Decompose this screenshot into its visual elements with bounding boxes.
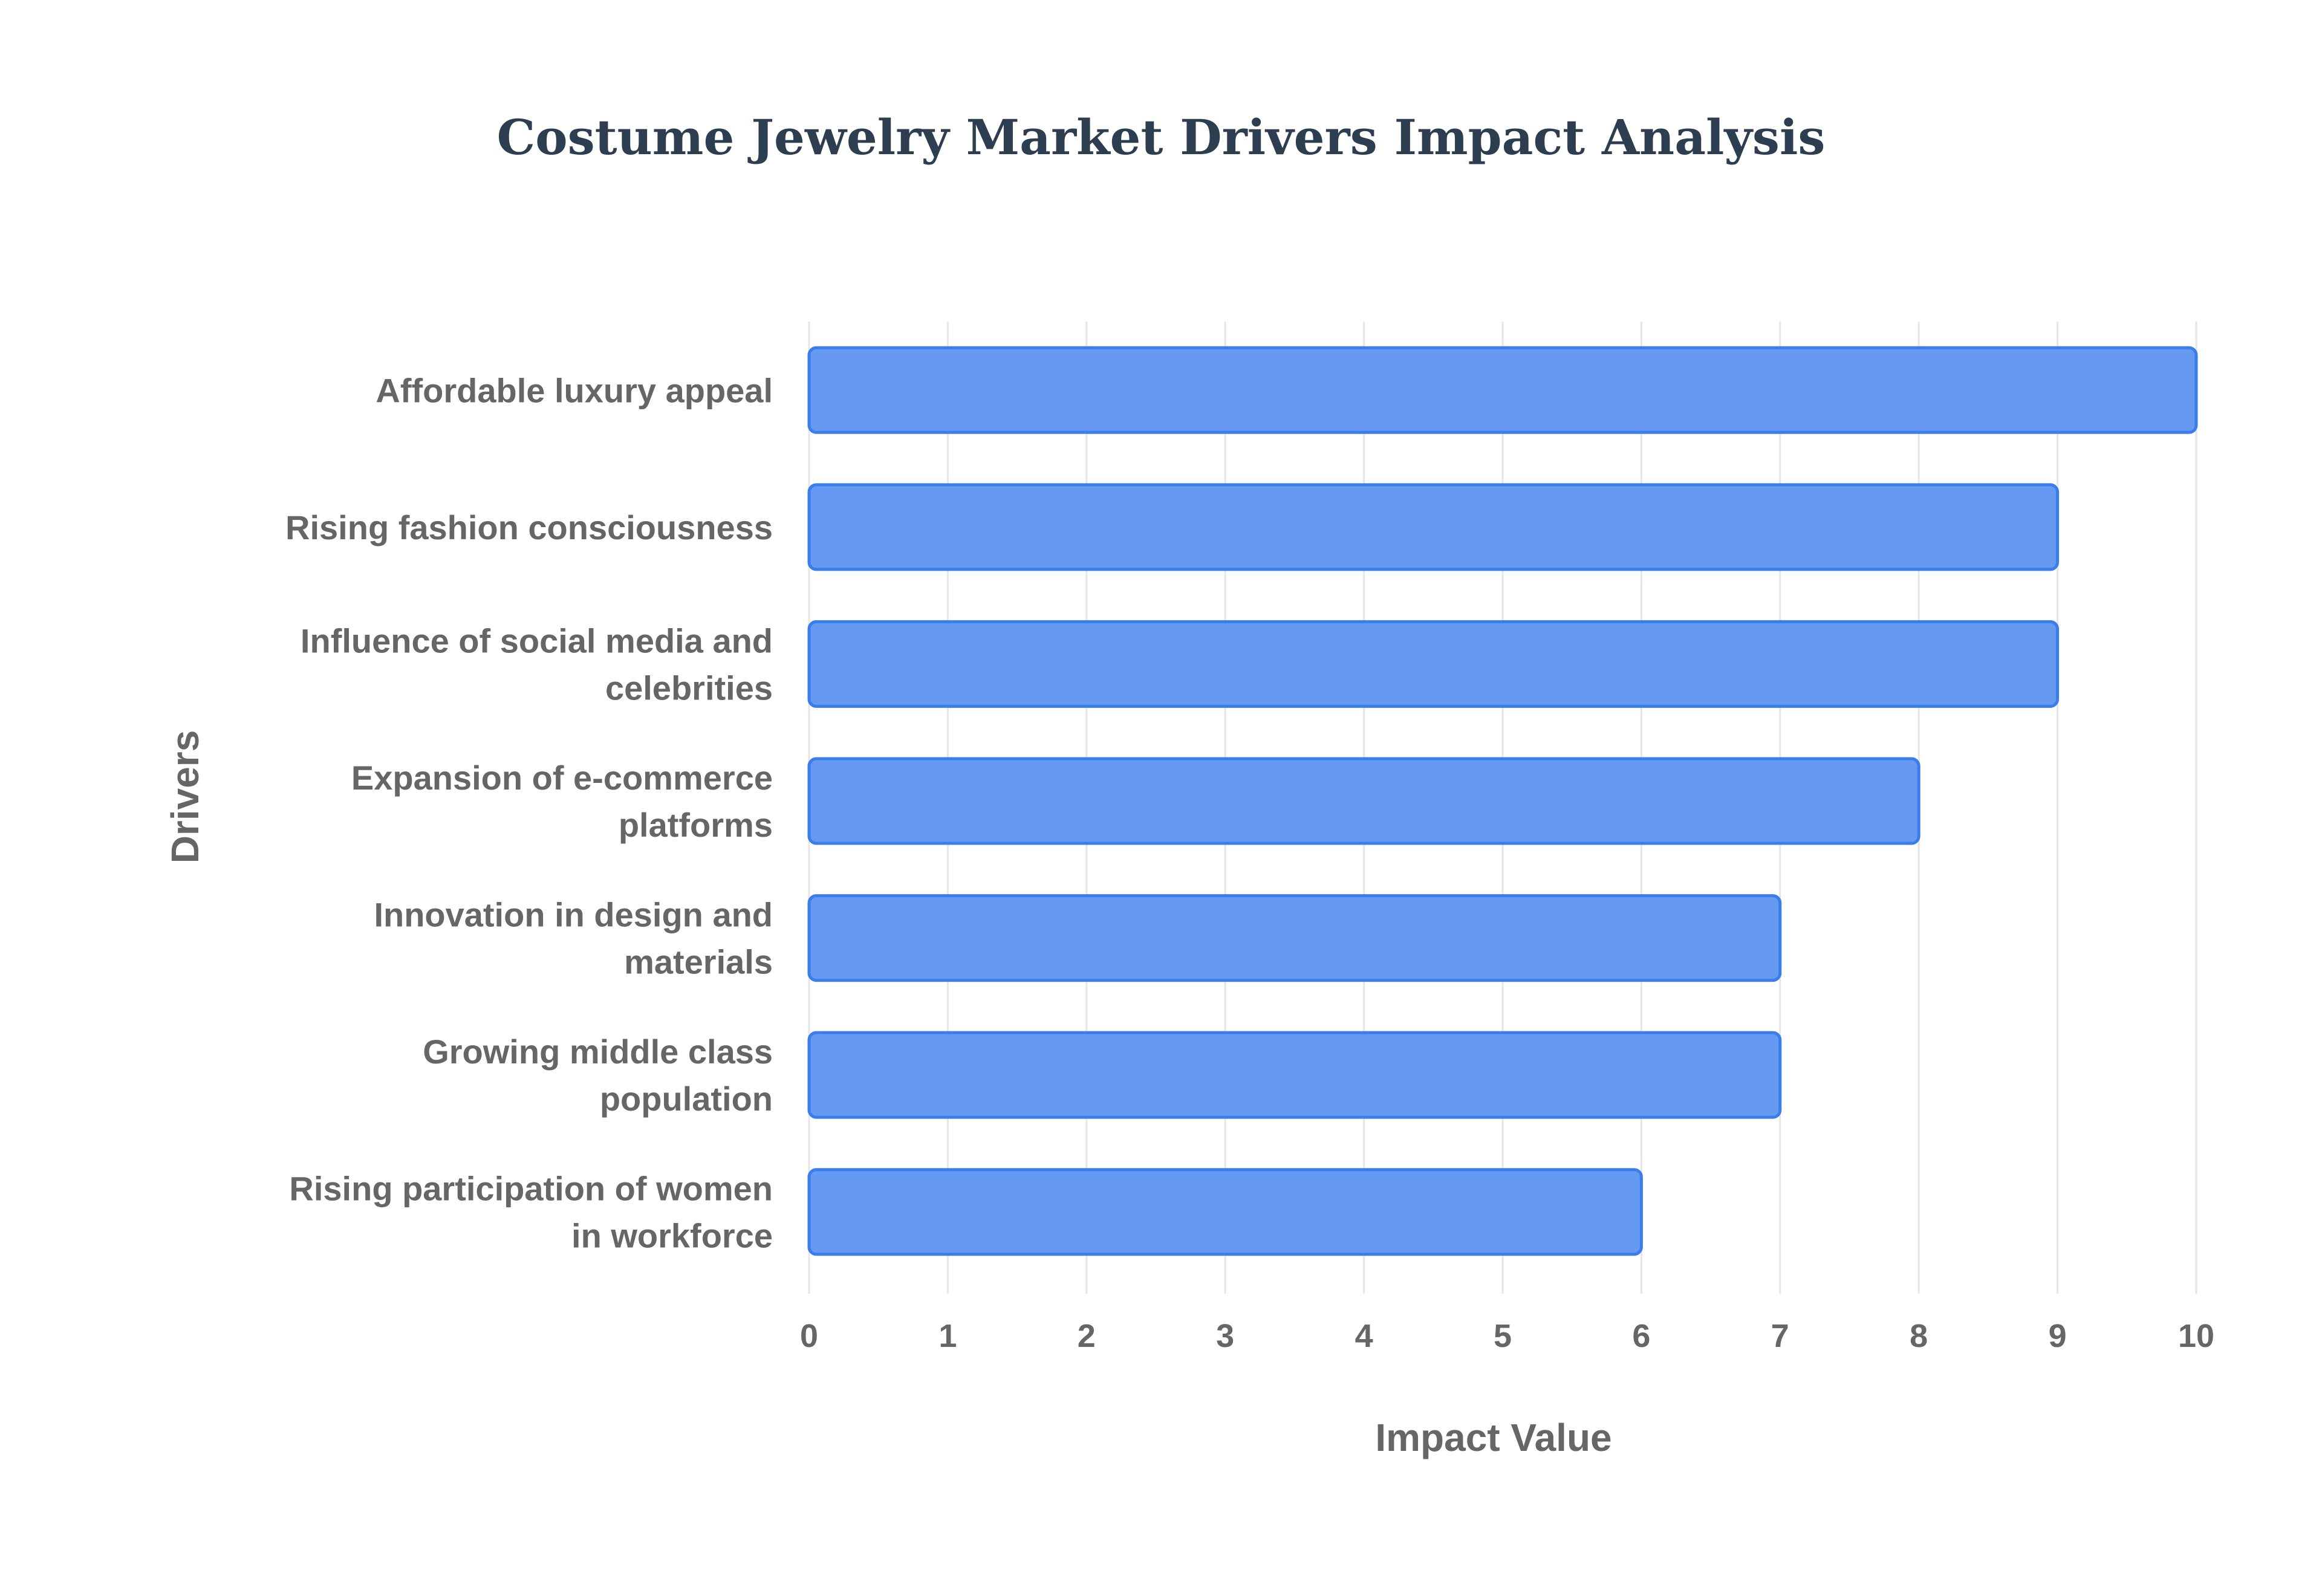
x-tick-label: 7 (1771, 1318, 1789, 1354)
x-tick-label: 10 (2178, 1318, 2214, 1354)
bar (807, 1031, 1782, 1119)
x-axis-title: Impact Value (1375, 1416, 1611, 1459)
x-tick-label: 9 (2049, 1318, 2067, 1354)
bars (807, 346, 2198, 1256)
bar (807, 757, 1920, 845)
category-label: Expansion of e-commerce (351, 759, 773, 797)
category-labels: Affordable luxury appeal Rising fashion c… (285, 371, 773, 1254)
chart-title: Costume Jewelry Market Drivers Impact An… (497, 109, 1826, 166)
category-label: platforms (619, 806, 773, 844)
x-tick-label: 1 (938, 1318, 957, 1354)
x-tick-label: 8 (1910, 1318, 1928, 1354)
x-tick-label: 0 (800, 1318, 818, 1354)
category-label: celebrities (605, 669, 773, 707)
category-label: materials (624, 943, 773, 981)
x-tick-label: 4 (1355, 1318, 1373, 1354)
y-axis-title: Drivers (163, 730, 207, 864)
category-label: Growing middle class (423, 1033, 773, 1071)
bar (807, 483, 2060, 571)
bar (807, 346, 2198, 434)
category-label: in workforce (571, 1217, 773, 1255)
category-label: Influence of social media and (301, 621, 773, 660)
category-label: Rising fashion consciousness (285, 508, 773, 547)
bar (807, 620, 2060, 708)
category-label: population (600, 1080, 773, 1118)
x-tick-label: 5 (1494, 1318, 1512, 1354)
x-tick-label: 6 (1632, 1318, 1650, 1354)
x-tick-labels: 0 1 2 3 4 5 6 7 8 9 10 (800, 1318, 2214, 1354)
category-label: Innovation in design and (374, 896, 773, 934)
bar (807, 894, 1782, 982)
bar (807, 1168, 1643, 1256)
x-tick-label: 2 (1078, 1318, 1096, 1354)
x-tick-label: 3 (1216, 1318, 1234, 1354)
category-label: Rising participation of women (289, 1170, 773, 1208)
category-label: Affordable luxury appeal (376, 371, 773, 409)
